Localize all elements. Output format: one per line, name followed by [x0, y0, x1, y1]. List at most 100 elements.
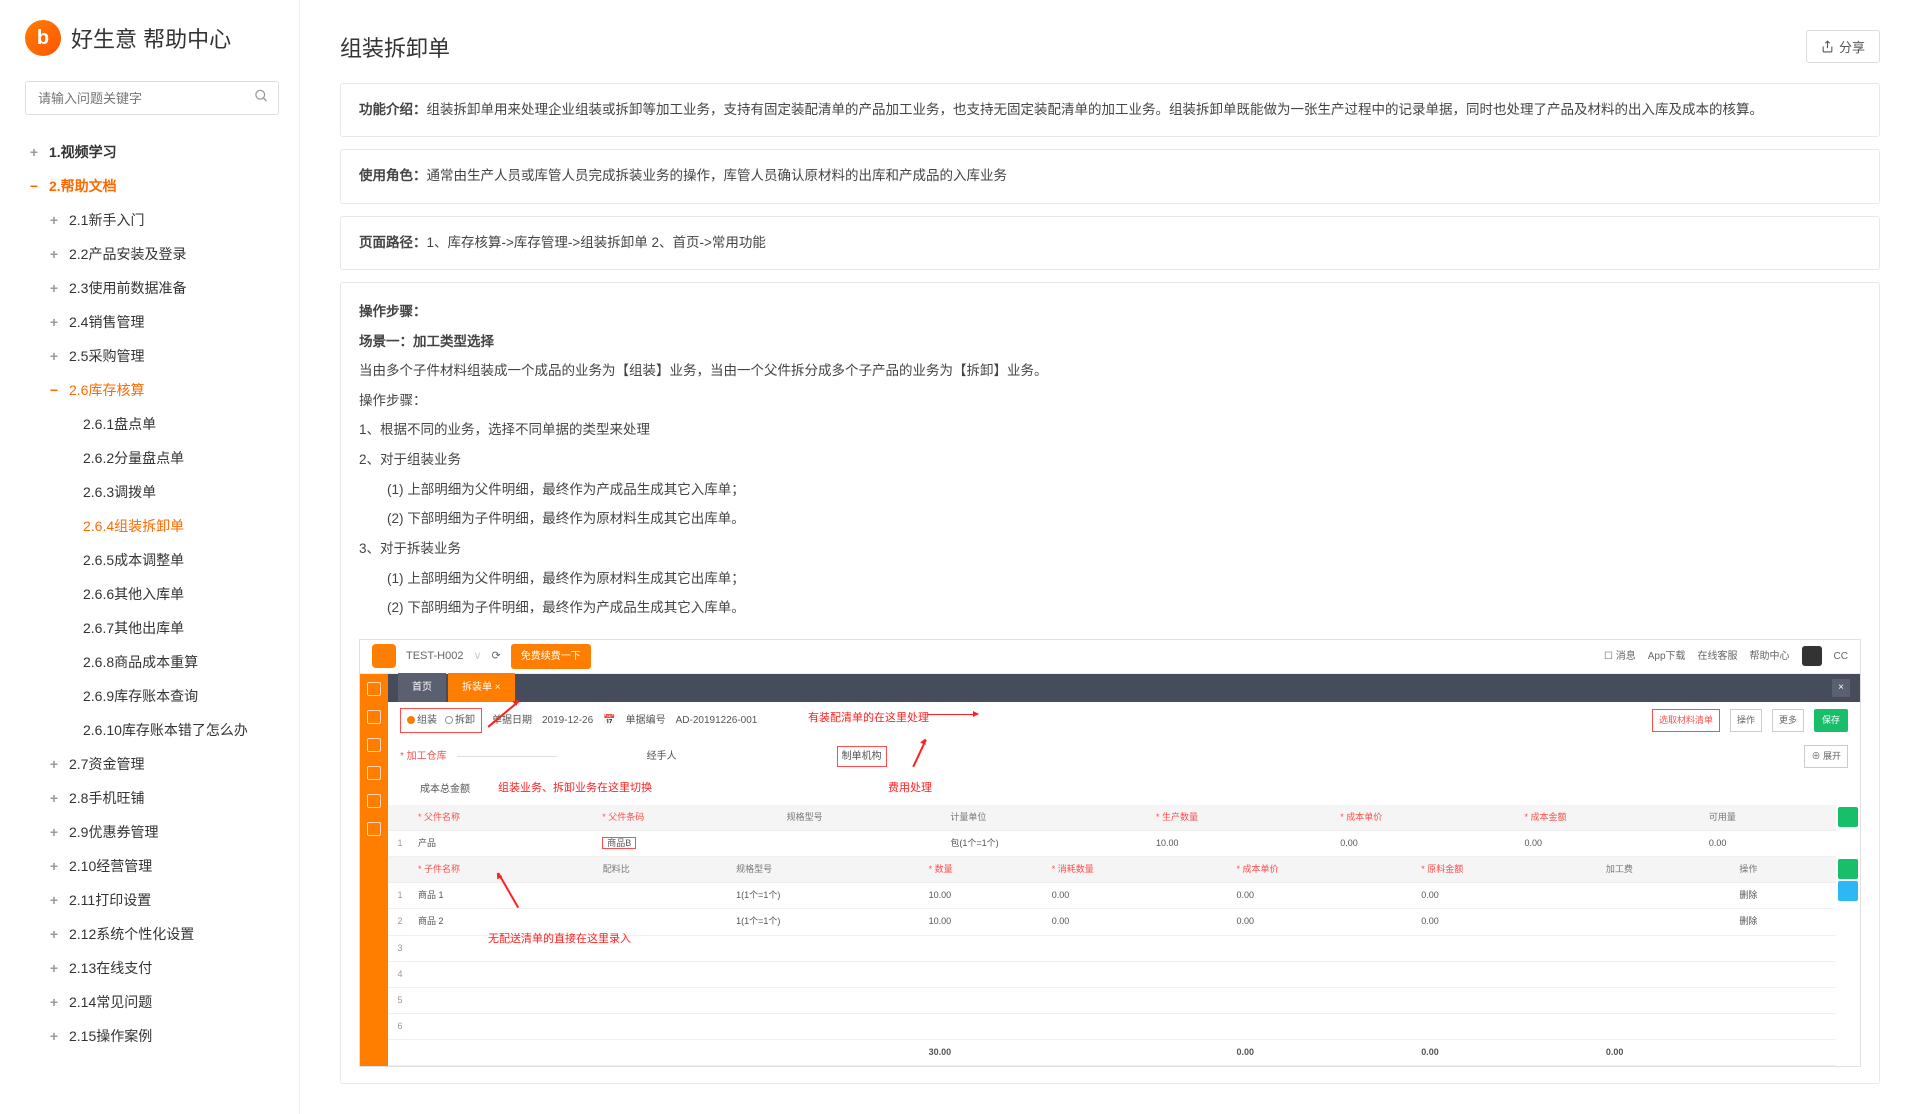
nav-item-label: 2.6.4组装拆卸单	[83, 516, 184, 536]
expand-icon	[45, 1027, 63, 1045]
ss-tabs: 首页 拆装单 × ×	[388, 674, 1860, 702]
ss-nav-icon[interactable]	[367, 682, 381, 696]
nav-item[interactable]: 2.9优惠券管理	[25, 815, 279, 849]
nav-item[interactable]: 2.12系统个性化设置	[25, 917, 279, 951]
nav-item[interactable]: 2.6.10库存账本错了怎么办	[25, 713, 279, 747]
table-row[interactable]: 1商品 11(1个=1个)10.000.000.000.00删除	[388, 883, 1836, 909]
nav-item[interactable]: 2.1新手入门	[25, 203, 279, 237]
nav-item[interactable]: 2.6.4组装拆卸单	[25, 509, 279, 543]
nav-item[interactable]: 2.11打印设置	[25, 883, 279, 917]
ss-side-button[interactable]	[1838, 859, 1858, 879]
ss-code: AD-20191226-001	[676, 711, 758, 730]
expand-icon	[45, 245, 63, 263]
ss-parent-table: * 父件名称* 父件条码规格型号计量单位* 生产数量* 成本单价* 成本金额可用…	[388, 805, 1836, 857]
nav-item[interactable]: 2.10经营管理	[25, 849, 279, 883]
expand-icon	[45, 857, 63, 875]
ss-annotation: 有装配清单的在这里处理	[808, 708, 929, 729]
nav-item[interactable]: 2.13在线支付	[25, 951, 279, 985]
nav-item[interactable]: 2.6库存核算	[25, 373, 279, 407]
ss-download[interactable]: App下载	[1648, 647, 1686, 666]
nav-item[interactable]: 2.5采购管理	[25, 339, 279, 373]
nav-item-label: 2.8手机旺铺	[69, 788, 144, 808]
nav-item[interactable]: 2.15操作案例	[25, 1019, 279, 1053]
nav-item-label: 2.13在线支付	[69, 958, 152, 978]
nav-item[interactable]: 2.6.2分量盘点单	[25, 441, 279, 475]
step3: 3、对于拆装业务	[359, 536, 1861, 562]
embedded-screenshot: TEST-H002 ∨ ⟳ 免费续费一下 ☐ 消息 App下载 在线客服 帮助中…	[359, 639, 1861, 1067]
ss-side-button[interactable]	[1838, 807, 1858, 827]
ss-child-table: * 子件名称配料比规格型号* 数量* 消耗数量* 成本单价* 原料金额加工费操作…	[388, 857, 1836, 1066]
nav-item[interactable]: 2.6.5成本调整单	[25, 543, 279, 577]
nav-item[interactable]: 1.视频学习	[25, 135, 279, 169]
nav-item-label: 2.1新手入门	[69, 210, 144, 230]
search-input[interactable]	[25, 81, 279, 115]
ss-more-button[interactable]: 更多	[1772, 709, 1804, 732]
ss-tab-home[interactable]: 首页	[398, 673, 446, 702]
nav-item[interactable]: 2.6.1盘点单	[25, 407, 279, 441]
ss-nav-icon[interactable]	[367, 794, 381, 808]
logo-icon: b	[25, 20, 61, 56]
brand-row: b 好生意 帮助中心	[25, 20, 279, 56]
ss-op-button[interactable]: 操作	[1730, 709, 1762, 732]
ss-expand-button[interactable]: ⊕ 展开	[1804, 745, 1848, 768]
table-row[interactable]: 5	[388, 987, 1836, 1013]
nav-item-label: 2.6.2分量盘点单	[83, 448, 184, 468]
nav-item[interactable]: 2.14常见问题	[25, 985, 279, 1019]
share-button[interactable]: 分享	[1806, 30, 1880, 63]
content-box: 操作步骤： 场景一：加工类型选择 当由多个子件材料组装成一个成品的业务为【组装】…	[340, 282, 1880, 1084]
nav-item[interactable]: 2.6.7其他出库单	[25, 611, 279, 645]
role-box: 使用角色：通常由生产人员或库管人员完成拆装业务的操作，库管人员确认原材料的出库和…	[340, 149, 1880, 203]
expand-icon	[45, 313, 63, 331]
ss-nav-icon[interactable]	[367, 710, 381, 724]
nav-item[interactable]: 2.4销售管理	[25, 305, 279, 339]
ss-user: CC	[1834, 647, 1848, 666]
nav-item[interactable]: 2.8手机旺铺	[25, 781, 279, 815]
ss-nav-icon[interactable]	[367, 738, 381, 752]
ss-nav-icon[interactable]	[367, 766, 381, 780]
ss-support[interactable]: 在线客服	[1698, 647, 1738, 666]
ss-tab-active[interactable]: 拆装单 ×	[448, 673, 515, 702]
nav-item-label: 2.3使用前数据准备	[69, 278, 186, 298]
expand-icon	[45, 993, 63, 1011]
path-text: 1、库存核算->库存管理->组装拆卸单 2、首页->常用功能	[427, 235, 766, 250]
nav-item[interactable]: 2.帮助文档	[25, 169, 279, 203]
expand-icon	[45, 925, 63, 943]
main-content: 组装拆卸单 分享 功能介绍：组装拆卸单用来处理企业组装或拆卸等加工业务，支持有固…	[300, 0, 1920, 1114]
ss-dept-field[interactable]: 制单机构	[837, 746, 887, 767]
expand-icon	[45, 959, 63, 977]
table-row[interactable]: 6	[388, 1013, 1836, 1039]
nav-item[interactable]: 2.2产品安装及登录	[25, 237, 279, 271]
nav-item-label: 2.4销售管理	[69, 312, 144, 332]
expand-icon	[25, 143, 43, 161]
search-icon[interactable]	[254, 89, 269, 108]
share-icon	[1821, 40, 1834, 53]
ss-msg[interactable]: ☐ 消息	[1604, 647, 1636, 666]
ss-annotation: 费用处理	[888, 778, 932, 799]
nav-item[interactable]: 2.7资金管理	[25, 747, 279, 781]
nav-item[interactable]: 2.3使用前数据准备	[25, 271, 279, 305]
collapse-icon	[25, 177, 43, 195]
ss-tab-close-icon[interactable]: ×	[1832, 679, 1850, 697]
nav-item[interactable]: 2.6.3调拨单	[25, 475, 279, 509]
ss-avatar-icon[interactable]	[1802, 646, 1822, 666]
expand-icon	[45, 891, 63, 909]
step3b: (2) 下部明细为子件明细，最终作为产成品生成其它入库单。	[359, 595, 1861, 621]
ss-nav-icon[interactable]	[367, 822, 381, 836]
ss-material-button[interactable]: 选取材料清单	[1652, 709, 1720, 732]
ss-save-button[interactable]: 保存	[1814, 709, 1848, 732]
role-label: 使用角色：	[359, 168, 427, 183]
nav-item[interactable]: 2.6.6其他入库单	[25, 577, 279, 611]
expand-icon	[45, 755, 63, 773]
nav-item-label: 2.11打印设置	[69, 890, 151, 910]
nav-item[interactable]: 2.6.9库存账本查询	[25, 679, 279, 713]
ss-help[interactable]: 帮助中心	[1750, 647, 1790, 666]
nav-item[interactable]: 2.6.8商品成本重算	[25, 645, 279, 679]
ss-side-button[interactable]	[1838, 881, 1858, 901]
ss-topbar: TEST-H002 ∨ ⟳ 免费续费一下 ☐ 消息 App下载 在线客服 帮助中…	[360, 640, 1860, 674]
ss-type-radio-group[interactable]: 组装 拆卸	[400, 708, 482, 733]
table-row[interactable]: 1产品商品B包(1个=1个)10.000.000.000.00	[388, 831, 1836, 857]
ss-renew-button[interactable]: 免费续费一下	[511, 644, 591, 669]
table-row[interactable]: 4	[388, 961, 1836, 987]
nav-item-label: 2.12系统个性化设置	[69, 924, 194, 944]
ss-date[interactable]: 2019-12-26	[542, 711, 593, 730]
